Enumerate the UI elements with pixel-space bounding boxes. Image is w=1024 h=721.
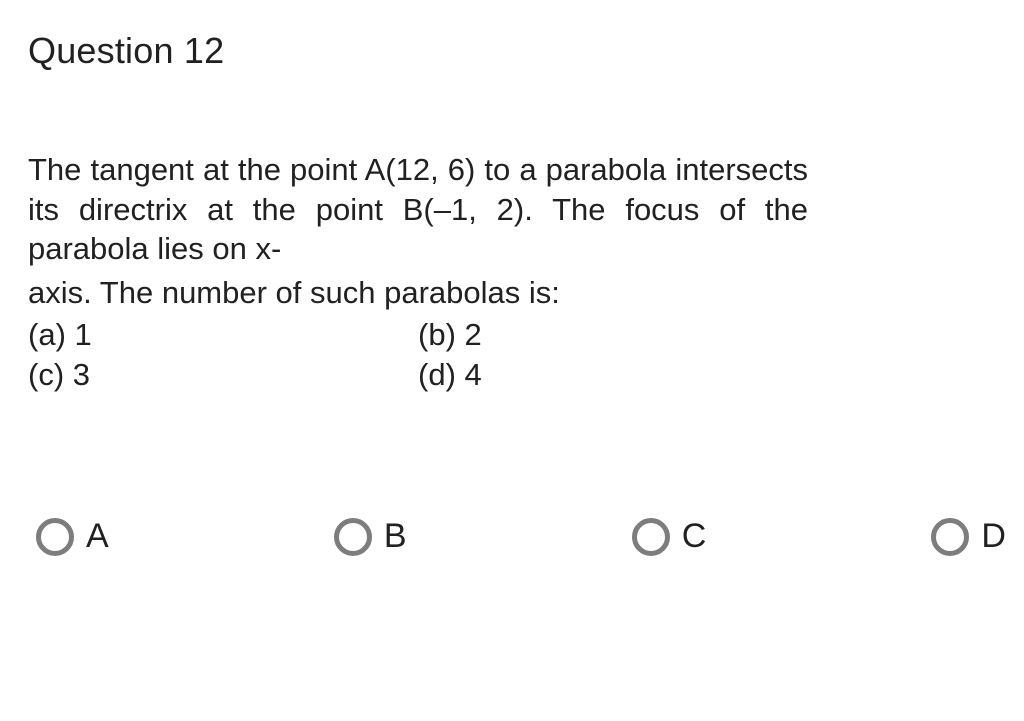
radio-icon	[632, 518, 670, 556]
option-b: (b) 2	[418, 315, 808, 355]
radio-icon	[931, 518, 969, 556]
answer-choice-c[interactable]: C	[632, 517, 707, 556]
answer-label: D	[981, 517, 1006, 556]
option-a: (a) 1	[28, 315, 418, 355]
answer-choices: A B C D	[36, 517, 1006, 556]
question-body-line-1: The tangent at the point A(12, 6) to a p…	[28, 150, 808, 269]
answer-label: B	[384, 517, 407, 556]
radio-icon	[36, 518, 74, 556]
radio-icon	[334, 518, 372, 556]
question-page: Question 12 The tangent at the point A(1…	[0, 0, 1024, 556]
answer-label: C	[682, 517, 707, 556]
inline-options: (a) 1 (b) 2 (c) 3 (d) 4	[28, 315, 808, 396]
question-title: Question 12	[28, 30, 996, 72]
option-c: (c) 3	[28, 355, 418, 395]
answer-choice-d[interactable]: D	[931, 517, 1006, 556]
answer-choice-a[interactable]: A	[36, 517, 109, 556]
question-body-line-2: axis. The number of such parabolas is:	[28, 273, 996, 313]
answer-label: A	[86, 517, 109, 556]
option-d: (d) 4	[418, 355, 808, 395]
answer-choice-b[interactable]: B	[334, 517, 407, 556]
